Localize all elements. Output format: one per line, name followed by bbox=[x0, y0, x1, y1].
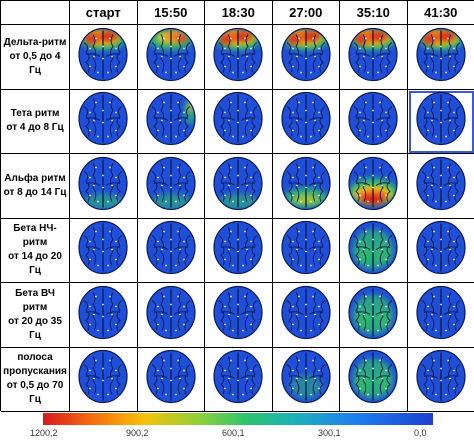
brain-map-cell bbox=[340, 89, 408, 154]
brain-map bbox=[279, 284, 333, 345]
brain-map bbox=[76, 220, 130, 281]
brain-map-cell bbox=[70, 218, 138, 283]
brain-map bbox=[346, 155, 400, 216]
brain-map bbox=[279, 220, 333, 281]
brain-map-cell bbox=[70, 347, 138, 412]
brain-map-cell bbox=[407, 347, 474, 412]
brain-map bbox=[211, 26, 265, 87]
brain-map bbox=[346, 349, 400, 410]
brain-map-cell bbox=[407, 154, 474, 219]
brain-map-cell bbox=[137, 218, 205, 283]
brain-map bbox=[211, 349, 265, 410]
brain-map-cell bbox=[407, 283, 474, 348]
brain-map bbox=[279, 155, 333, 216]
brain-map-cell bbox=[205, 25, 273, 90]
time-header: старт bbox=[70, 1, 138, 25]
brain-map bbox=[211, 91, 265, 152]
brain-map bbox=[346, 26, 400, 87]
brain-map-cell bbox=[205, 154, 273, 219]
brain-map bbox=[76, 155, 130, 216]
brain-map bbox=[211, 284, 265, 345]
brain-map bbox=[144, 284, 198, 345]
scale-tick: 300,1 bbox=[318, 428, 341, 438]
band-label: Бета ВЧ ритм от 20 до 35 Гц bbox=[1, 283, 70, 348]
brain-map bbox=[211, 220, 265, 281]
brain-map-cell bbox=[70, 283, 138, 348]
band-label: Альфа ритм от 8 до 14 Гц bbox=[1, 154, 70, 219]
time-header: 41:30 bbox=[407, 1, 474, 25]
color-scale: 1200,2 900,2 600,1 300,1 0,0 bbox=[0, 411, 474, 443]
band-label: Тета ритм от 4 до 8 Гц bbox=[1, 89, 70, 154]
brain-map-cell bbox=[205, 89, 273, 154]
brain-map-cell bbox=[137, 89, 205, 154]
brain-map-cell bbox=[340, 283, 408, 348]
scale-tick: 1200,2 bbox=[30, 428, 58, 438]
band-label: Бета НЧ-ритм от 14 до 20 Гц bbox=[1, 218, 70, 283]
brain-map-cell bbox=[340, 25, 408, 90]
brain-map-cell bbox=[272, 218, 340, 283]
time-header: 27:00 bbox=[272, 1, 340, 25]
brain-map bbox=[76, 91, 130, 152]
brain-map bbox=[211, 155, 265, 216]
brain-map bbox=[144, 220, 198, 281]
scale-tick: 600,1 bbox=[222, 428, 245, 438]
brain-map-cell bbox=[137, 283, 205, 348]
brain-map-cell bbox=[205, 218, 273, 283]
brain-map-cell bbox=[272, 347, 340, 412]
brain-map-cell bbox=[70, 154, 138, 219]
brain-map bbox=[414, 155, 468, 216]
brain-map-cell bbox=[340, 218, 408, 283]
brain-map-cell bbox=[272, 25, 340, 90]
brain-map bbox=[76, 26, 130, 87]
brain-map bbox=[76, 349, 130, 410]
brain-map-cell bbox=[70, 25, 138, 90]
band-label: полоса пропускания от 0,5 до 70 Гц bbox=[1, 347, 70, 412]
brain-map bbox=[144, 155, 198, 216]
brain-map bbox=[414, 220, 468, 281]
brain-map-cell bbox=[340, 154, 408, 219]
brain-map bbox=[279, 349, 333, 410]
brain-map bbox=[414, 284, 468, 345]
brain-map bbox=[346, 220, 400, 281]
brain-map bbox=[346, 284, 400, 345]
brain-map bbox=[144, 26, 198, 87]
eeg-map-table: старт 15:50 18:30 27:00 35:10 41:30 Дельта-рит… bbox=[0, 0, 474, 412]
brain-map bbox=[76, 284, 130, 345]
scale-tick: 900,2 bbox=[126, 428, 149, 438]
brain-map-cell bbox=[340, 347, 408, 412]
brain-map-cell bbox=[205, 283, 273, 348]
brain-map-cell bbox=[205, 347, 273, 412]
brain-map bbox=[279, 91, 333, 152]
color-scale-bar bbox=[43, 413, 433, 425]
brain-map bbox=[144, 91, 198, 152]
brain-map-cell bbox=[137, 154, 205, 219]
band-label: Дельта-ритм от 0,5 до 4 Гц bbox=[1, 25, 70, 90]
brain-map-cell bbox=[272, 89, 340, 154]
brain-map-cell bbox=[137, 25, 205, 90]
time-header: 15:50 bbox=[137, 1, 205, 25]
brain-map bbox=[144, 349, 198, 410]
brain-map bbox=[414, 91, 468, 152]
brain-map bbox=[414, 349, 468, 410]
brain-map-cell bbox=[272, 154, 340, 219]
time-header: 35:10 bbox=[340, 1, 408, 25]
brain-map bbox=[414, 26, 468, 87]
time-header: 18:30 bbox=[205, 1, 273, 25]
corner-cell bbox=[1, 1, 70, 25]
brain-map bbox=[346, 91, 400, 152]
brain-map-cell bbox=[407, 218, 474, 283]
brain-map-cell bbox=[137, 347, 205, 412]
brain-map-cell bbox=[407, 25, 474, 90]
brain-map-cell bbox=[70, 89, 138, 154]
brain-map-cell bbox=[272, 283, 340, 348]
brain-map-cell bbox=[407, 89, 474, 154]
brain-map bbox=[279, 26, 333, 87]
scale-tick: 0,0 bbox=[414, 428, 427, 438]
